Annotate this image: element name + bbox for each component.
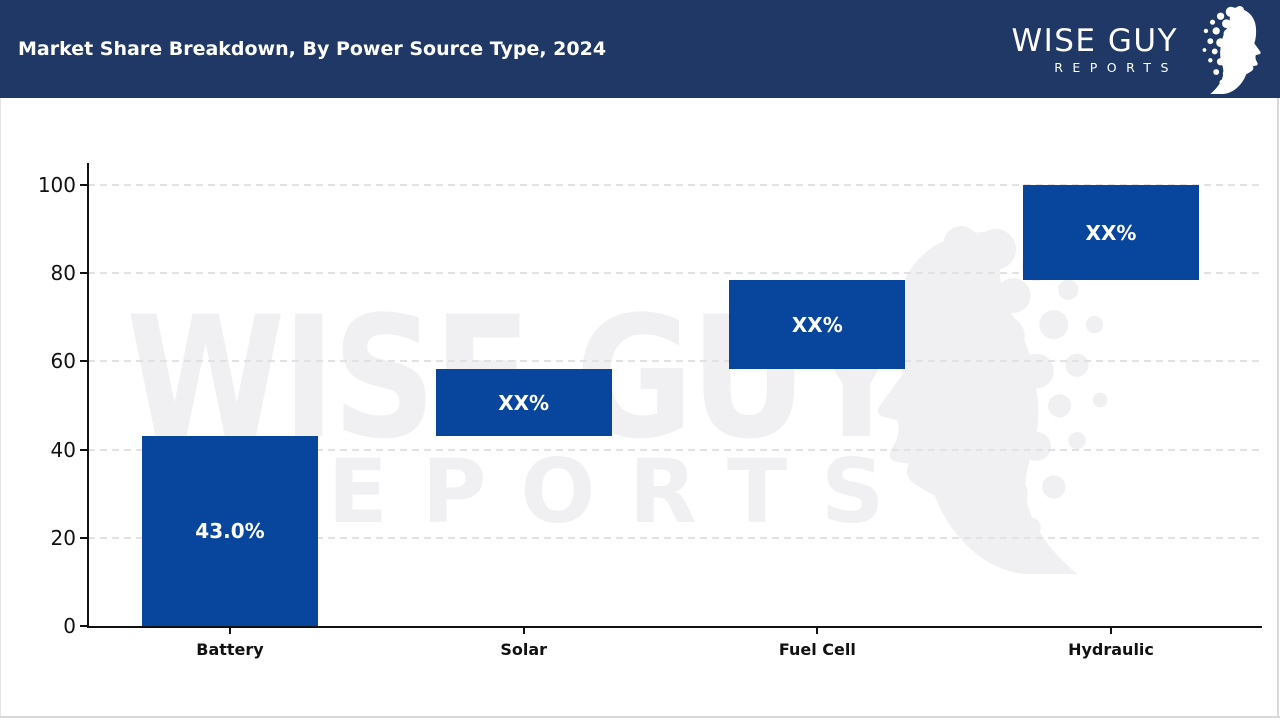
y-tick-60 [80, 360, 87, 363]
logo-text: WISE GUY REPORTS [1011, 25, 1178, 76]
y-tick-label-40: 40 [50, 437, 76, 462]
bar-battery: 43.0% [142, 436, 318, 626]
bar-fuel-cell: XX% [729, 280, 906, 370]
y-tick-20 [80, 536, 87, 539]
x-tick-2 [816, 627, 819, 634]
x-category-label-3: Hydraulic [1068, 640, 1154, 659]
bar-value-label: 43.0% [195, 519, 265, 544]
left-border-line [0, 98, 1, 716]
right-border-line [1277, 98, 1279, 718]
x-category-label-2: Fuel Cell [778, 640, 856, 659]
logo-head-icon [1202, 6, 1261, 94]
bar-value-label: XX% [791, 312, 843, 337]
x-tick-0 [229, 627, 231, 634]
wise-guy-reports-logo: WISE GUY REPORTS [1011, 4, 1270, 96]
watermark-head-icon [877, 226, 1108, 574]
y-tick-label-80: 80 [50, 261, 76, 286]
gridline-40 [88, 448, 1262, 451]
y-axis-line [87, 163, 89, 628]
y-tick-100 [80, 184, 87, 186]
logo-wordmark: WISE GUY [1011, 22, 1178, 59]
bar-value-label: XX% [1085, 220, 1137, 245]
y-tick-label-100: 100 [37, 173, 76, 197]
x-category-label-1: Solar [500, 640, 547, 659]
logo-subtitle: REPORTS [1054, 60, 1178, 76]
x-axis-line [87, 626, 1262, 628]
bar-solar: XX% [435, 369, 612, 437]
gridline-60 [88, 360, 1262, 363]
chart-title: Market Share Breakdown, By Power Source … [18, 38, 607, 60]
gridline-80 [88, 272, 1262, 275]
y-tick-label-0: 0 [63, 614, 76, 638]
y-tick-0 [80, 625, 87, 627]
y-tick-80 [80, 272, 87, 275]
header-bar: Market Share Breakdown, By Power Source … [0, 0, 1280, 98]
y-tick-40 [80, 448, 87, 451]
gridline-100 [88, 184, 1262, 186]
bar-value-label: XX% [498, 390, 550, 415]
y-tick-label-20: 20 [50, 525, 76, 550]
x-tick-1 [522, 627, 525, 634]
x-category-label-0: Battery [196, 640, 264, 659]
watermark-text-line2: REPORTS [226, 440, 919, 543]
bottom-border-line [0, 716, 1280, 718]
x-tick-3 [1110, 627, 1112, 634]
bar-hydraulic: XX% [1023, 185, 1199, 281]
gridline-20 [88, 536, 1262, 539]
y-tick-label-60: 60 [50, 349, 76, 374]
